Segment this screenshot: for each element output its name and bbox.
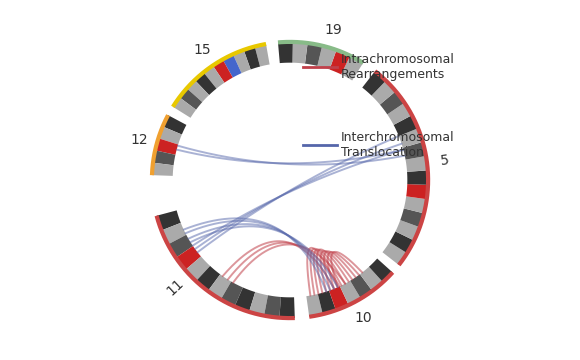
- Polygon shape: [405, 156, 428, 172]
- Polygon shape: [161, 223, 186, 244]
- Polygon shape: [292, 42, 307, 64]
- Polygon shape: [176, 246, 201, 270]
- Polygon shape: [360, 267, 383, 291]
- Polygon shape: [278, 42, 293, 63]
- Polygon shape: [208, 274, 231, 300]
- Polygon shape: [329, 50, 350, 75]
- Polygon shape: [158, 126, 182, 144]
- Polygon shape: [155, 138, 178, 155]
- Polygon shape: [221, 282, 243, 306]
- Polygon shape: [173, 97, 196, 118]
- Polygon shape: [318, 291, 336, 314]
- Polygon shape: [185, 256, 210, 281]
- Polygon shape: [400, 208, 424, 227]
- Polygon shape: [369, 258, 393, 282]
- Polygon shape: [340, 281, 361, 305]
- Text: 10: 10: [354, 311, 372, 325]
- Polygon shape: [390, 231, 414, 253]
- Polygon shape: [234, 288, 255, 312]
- Polygon shape: [233, 50, 251, 73]
- Text: 5: 5: [440, 153, 451, 168]
- Polygon shape: [179, 88, 202, 110]
- Polygon shape: [187, 80, 209, 102]
- Polygon shape: [306, 294, 322, 317]
- Text: 12: 12: [130, 132, 148, 147]
- Polygon shape: [195, 72, 216, 95]
- Polygon shape: [394, 115, 418, 136]
- Polygon shape: [153, 150, 175, 165]
- Polygon shape: [350, 274, 372, 298]
- Polygon shape: [249, 292, 268, 316]
- Text: 11: 11: [164, 275, 187, 298]
- Polygon shape: [329, 286, 349, 310]
- Polygon shape: [162, 115, 186, 135]
- Polygon shape: [341, 56, 363, 81]
- Polygon shape: [407, 170, 428, 185]
- Polygon shape: [372, 81, 396, 104]
- Text: Interchromosomal
Translocation: Interchromosomal Translocation: [341, 131, 455, 158]
- Polygon shape: [387, 103, 412, 125]
- Polygon shape: [404, 196, 427, 213]
- Polygon shape: [213, 59, 233, 83]
- Polygon shape: [204, 66, 224, 89]
- Polygon shape: [362, 71, 386, 96]
- Polygon shape: [305, 43, 322, 66]
- Polygon shape: [196, 266, 220, 291]
- Polygon shape: [403, 142, 426, 159]
- Polygon shape: [317, 46, 336, 69]
- Polygon shape: [157, 210, 181, 230]
- Polygon shape: [264, 295, 281, 318]
- Polygon shape: [399, 128, 423, 148]
- Text: Intrachromosomal
Rearrangements: Intrachromosomal Rearrangements: [341, 53, 455, 81]
- Polygon shape: [255, 44, 270, 67]
- Text: 19: 19: [324, 23, 342, 37]
- Polygon shape: [168, 235, 193, 258]
- Polygon shape: [152, 163, 173, 176]
- Polygon shape: [380, 91, 404, 114]
- Polygon shape: [244, 46, 260, 69]
- Polygon shape: [223, 54, 241, 77]
- Polygon shape: [382, 242, 407, 265]
- Text: 15: 15: [194, 43, 211, 57]
- Polygon shape: [280, 297, 295, 318]
- Polygon shape: [406, 184, 428, 199]
- Polygon shape: [396, 220, 420, 240]
